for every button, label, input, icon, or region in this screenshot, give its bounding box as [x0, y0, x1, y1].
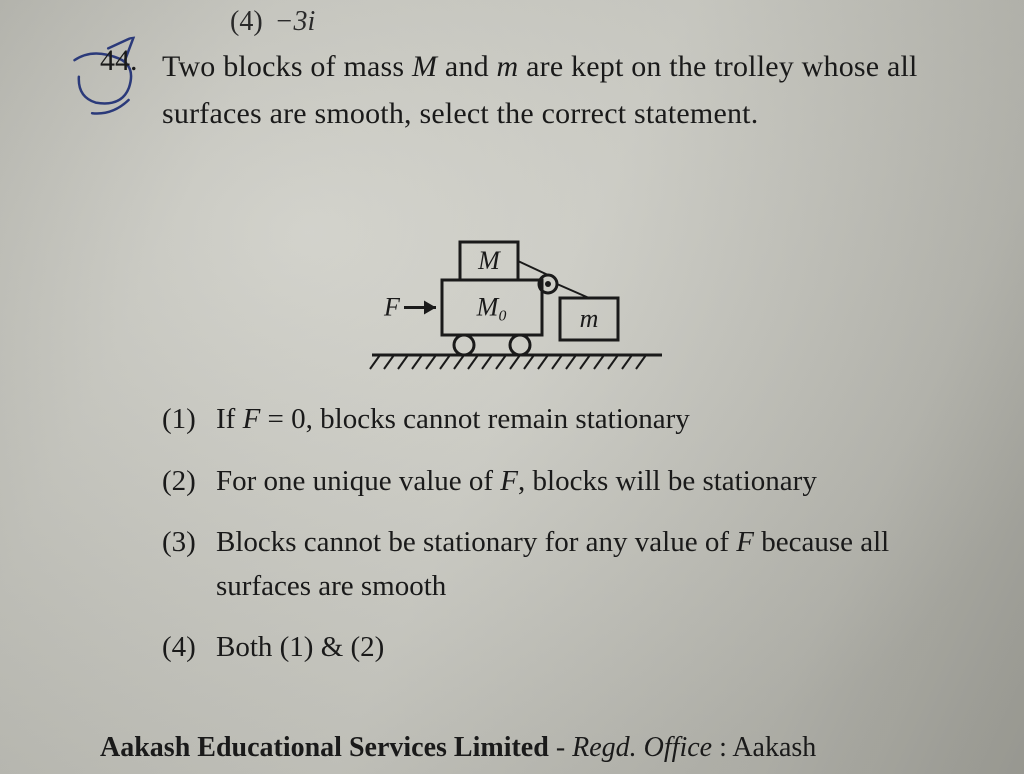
option-1: (1) If F = 0, blocks cannot remain stati… [162, 398, 964, 442]
option-4: (4) Both (1) & (2) [162, 626, 964, 670]
option-3: (3) Blocks cannot be stationary for any … [162, 521, 964, 608]
option-number: (1) [162, 398, 216, 442]
question-text: Two blocks of mass M and m are kept on t… [162, 44, 964, 137]
option-number: (4) [162, 626, 216, 670]
svg-text:M: M [477, 246, 501, 275]
svg-text:F: F [383, 292, 401, 321]
option-text: Blocks cannot be stationary for any valu… [216, 521, 964, 608]
svg-text:M₀: M₀ [476, 292, 508, 321]
question-number: 44. [100, 44, 162, 78]
option-text: For one unique value of F, blocks will b… [216, 460, 964, 504]
footer-regd: Regd. Office [572, 732, 712, 763]
option-number: (4) [230, 6, 263, 38]
option-number: (2) [162, 460, 216, 504]
trolley-diagram: M₀ Mm F [0, 210, 1024, 380]
question-44: 44. Two blocks of mass M and m are kept … [100, 44, 964, 137]
page: (4) −3i 44. Two blocks of mass M and m a… [0, 0, 1024, 774]
option-2: (2) For one unique value of F, blocks wi… [162, 460, 964, 504]
answer-options: (1) If F = 0, blocks cannot remain stati… [162, 398, 964, 688]
previous-question-option-4: (4) −3i [230, 6, 315, 38]
option-text: Both (1) & (2) [216, 626, 964, 670]
option-value: −3i [275, 6, 316, 38]
footer-company: Aakash Educational Services Limited [100, 732, 549, 763]
option-text: If F = 0, blocks cannot remain stationar… [216, 398, 964, 442]
page-footer: Aakash Educational Services Limited - Re… [100, 732, 1024, 764]
svg-text:m: m [580, 304, 599, 333]
option-number: (3) [162, 521, 216, 565]
